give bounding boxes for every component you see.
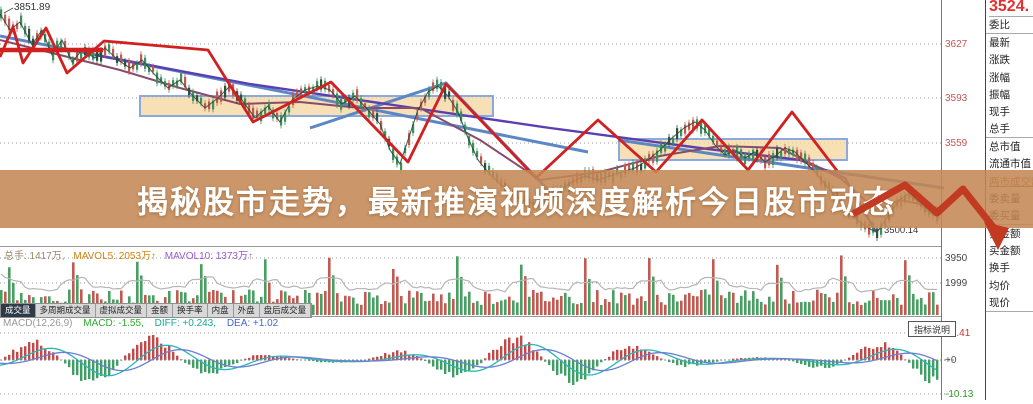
macd-params-label: MACD(12,26,9) xyxy=(3,318,72,329)
indicator-help-button[interactable]: 指标说明 xyxy=(908,321,956,337)
headline-banner: 揭秘股市走势，最新推演视频深度解析今日股市动态 xyxy=(0,170,1033,228)
quote-row-label: 涨幅 xyxy=(989,70,1010,85)
macd-value-label: MACD: -1.55, xyxy=(83,318,144,329)
quote-row: 换手 xyxy=(986,259,1033,276)
tab-7[interactable]: 外盘 xyxy=(234,304,260,317)
quote-row-label: 卖金额 xyxy=(989,226,1021,241)
volume-indicator-tabs: 成交量多周期成交量虚拟成交量金额换手率内盘外盘盘后成交量 xyxy=(0,303,312,318)
tab-3[interactable]: 虚拟成交量 xyxy=(96,304,148,317)
quote-row-label: 现手 xyxy=(989,104,1010,119)
quote-row: 振幅 xyxy=(986,86,1033,103)
quote-row-label: 现价 xyxy=(989,295,1010,310)
quote-row-label: 总市值 xyxy=(989,139,1021,154)
dea-value-label: DEA: +1.02 xyxy=(227,318,278,329)
main-axis-tick: 3627 xyxy=(945,39,967,50)
quote-row-label: 涨跌 xyxy=(989,52,1010,67)
mavol10-label: MAVOL10: 1373万↑ xyxy=(165,251,253,262)
volume-total-label: 总手: 1417万, xyxy=(4,251,65,262)
quote-row: 总手2 xyxy=(986,120,1033,138)
quote-row: 买金额6 xyxy=(986,242,1033,259)
volume-axis-tick: 1999 xyxy=(945,278,967,289)
main-axis-tick: 3559 xyxy=(945,138,967,149)
quote-row-label: 均价 xyxy=(989,278,1010,293)
quote-row-label: 最新 xyxy=(989,35,1010,50)
main-axis-tick: 3593 xyxy=(945,93,967,104)
tab-6[interactable]: 内盘 xyxy=(208,304,234,317)
quote-row: 最新3 xyxy=(986,34,1033,51)
peak-price-label: 3851.89 xyxy=(14,2,50,13)
quote-rows: 委比最新3涨跌涨幅振幅现手3总手2总市值流通市值两市成交额委卖量委买量卖金额买金… xyxy=(986,16,1033,312)
volume-axis-tick: 3950 xyxy=(945,253,967,264)
diff-value-label: DIFF: +0.243, xyxy=(155,318,216,329)
index-price-big: 3524. xyxy=(989,0,1033,17)
headline-text: 揭秘股市走势，最新推演视频深度解析今日股市动态 xyxy=(137,177,896,222)
quote-row-label: 委比 xyxy=(989,17,1010,32)
tab-1[interactable]: 成交量 xyxy=(1,304,36,317)
macd-axis-tick: -10.13 xyxy=(945,389,973,400)
quote-row-label: 总手 xyxy=(989,121,1010,136)
tab-8[interactable]: 盘后成交量 xyxy=(260,304,312,317)
volume-header: 总手: 1417万, MAVOL5: 2053万↑ MAVOL10: 1373万… xyxy=(4,247,259,262)
tab-5[interactable]: 换手率 xyxy=(173,304,208,317)
quote-row-label: 买金额 xyxy=(989,243,1021,258)
quote-row: 现手3 xyxy=(986,103,1033,120)
quote-row-label: 振幅 xyxy=(989,87,1010,102)
tab-2[interactable]: 多周期成交量 xyxy=(36,304,96,317)
macd-header: MACD(12,26,9) MACD: -1.55, DIFF: +0.243,… xyxy=(3,318,286,329)
quote-row: 现价 xyxy=(986,294,1033,312)
quote-row: 总市值 xyxy=(986,138,1033,155)
tab-4[interactable]: 金额 xyxy=(147,304,173,317)
quote-row: 涨跌 xyxy=(986,51,1033,68)
quote-row: 涨幅 xyxy=(986,69,1033,86)
quote-row: 委比 xyxy=(986,16,1033,34)
mavol5-label: MAVOL5: 2053万↑ xyxy=(73,251,156,262)
quote-row: 均价 xyxy=(986,277,1033,294)
quote-row-label: 换手 xyxy=(989,260,1010,275)
macd-axis-tick: +0 xyxy=(945,355,956,366)
